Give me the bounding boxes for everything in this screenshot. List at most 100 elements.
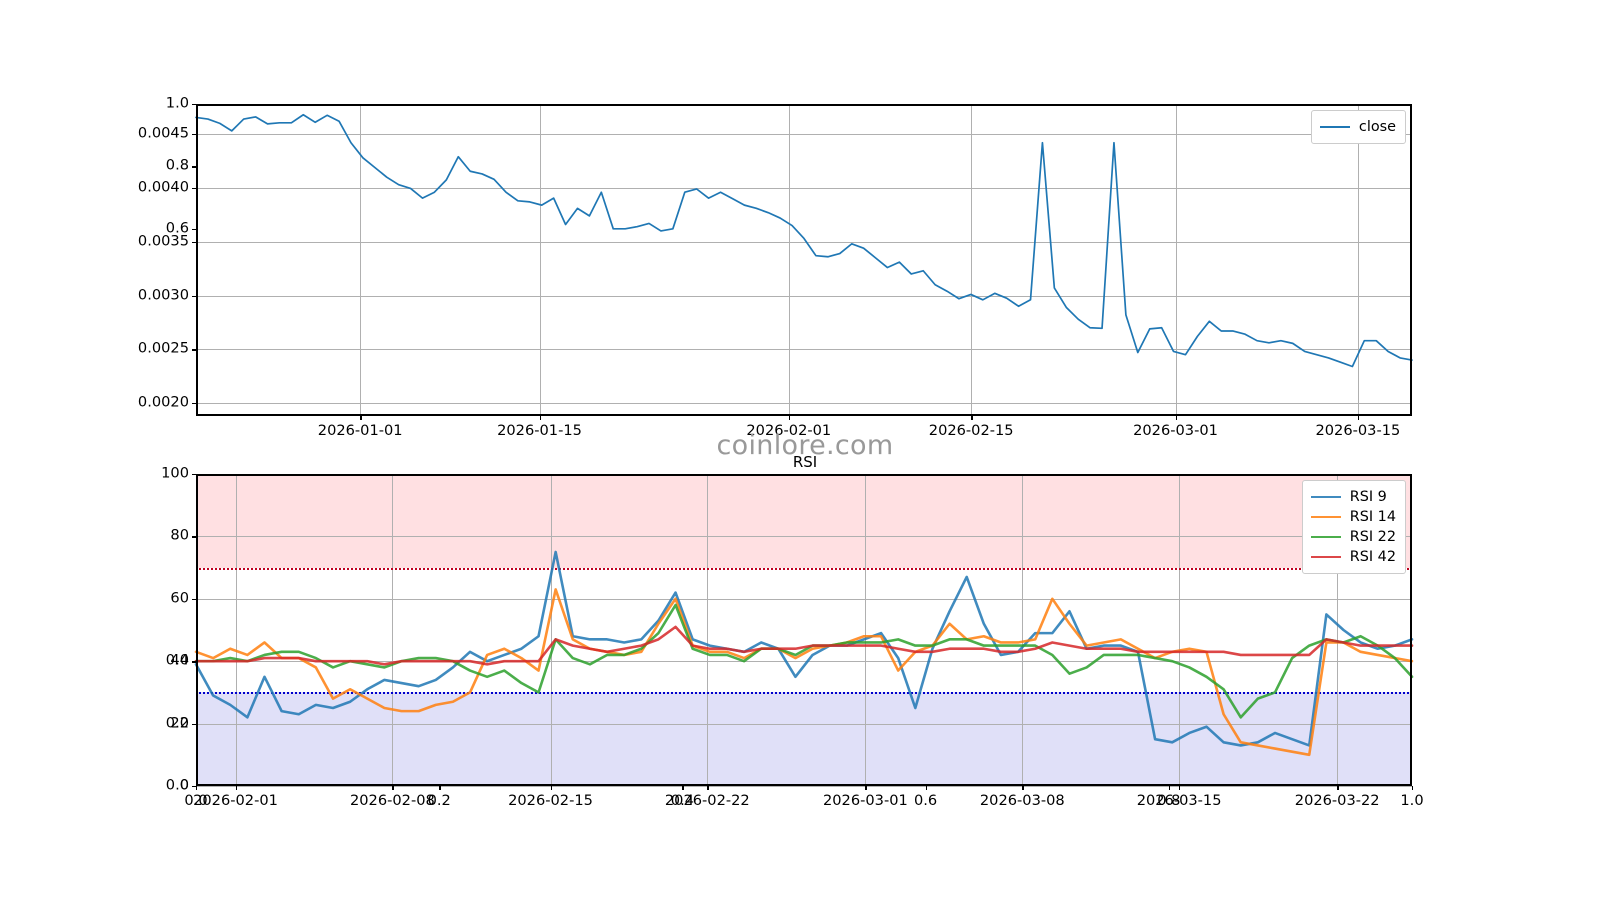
rsi-gridline-v bbox=[865, 474, 867, 786]
legend-label: RSI 42 bbox=[1349, 548, 1396, 565]
rsi-x-norm-tick-label: 1.0 bbox=[1400, 792, 1424, 809]
price-x-tick-mark bbox=[539, 416, 541, 420]
rsi-gridline-v bbox=[550, 474, 552, 786]
rsi-gridline-h bbox=[196, 661, 1412, 663]
price-y-tick-label: 0.0030 bbox=[137, 286, 189, 304]
rsi-gridline-v bbox=[392, 474, 394, 786]
rsi-y-tick-label: 20 bbox=[170, 714, 189, 732]
price-gridline-v bbox=[1175, 104, 1177, 416]
rsi-overbought-band bbox=[196, 474, 1412, 568]
rsi-oversold-band bbox=[196, 692, 1412, 786]
price-gridline-h bbox=[196, 241, 1412, 243]
price-gridline-h bbox=[196, 403, 1412, 405]
rsi-x-norm-tick-mark bbox=[1168, 786, 1171, 790]
price-y-tick-mark bbox=[192, 403, 196, 405]
rsi-y-tick-label: 40 bbox=[170, 651, 189, 669]
price-gridline-h bbox=[196, 295, 1412, 297]
rsi-x-tick-label: 2026-03-15 bbox=[1136, 792, 1222, 809]
rsi-x-norm-tick-mark bbox=[439, 786, 441, 790]
rsi-y-tick-label: 0 bbox=[179, 776, 189, 794]
price-x-tick-mark bbox=[1175, 416, 1177, 420]
price-y-norm-tick-mark bbox=[192, 104, 196, 106]
legend-swatch-rsi-9-icon bbox=[1310, 496, 1341, 498]
price-y-tick-label: 0.0020 bbox=[137, 393, 189, 411]
rsi-x-tick-mark bbox=[550, 786, 552, 790]
price-y-tick-label: 0.0040 bbox=[137, 178, 189, 196]
price-gridline-v bbox=[788, 104, 790, 416]
price-y-tick-label: 0.0035 bbox=[137, 232, 189, 250]
rsi-y-norm-tick-mark bbox=[192, 786, 196, 788]
price-y-tick-mark bbox=[192, 349, 196, 351]
rsi-x-tick-mark bbox=[1337, 786, 1339, 790]
rsi-y-norm-tick-label: 0.2 bbox=[165, 714, 189, 732]
rsi-y-tick-label: 80 bbox=[170, 527, 189, 545]
rsi-gridline-v bbox=[235, 474, 237, 786]
price-x-tick-mark bbox=[788, 416, 791, 420]
rsi-y-norm-tick-label: 0.4 bbox=[165, 651, 189, 669]
legend-swatch-rsi-14-icon bbox=[1310, 516, 1341, 518]
price-y-tick-mark bbox=[192, 187, 196, 190]
rsi-x-tick-label: 2026-03-22 bbox=[1294, 792, 1380, 809]
rsi-x-norm-tick-label: 0.4 bbox=[670, 792, 694, 809]
rsi-x-norm-tick-mark bbox=[682, 786, 684, 790]
rsi-x-tick-label: 2026-03-01 bbox=[822, 792, 908, 809]
price-x-tick-label: 2026-03-15 bbox=[1315, 422, 1401, 439]
rsi-x-tick-mark bbox=[392, 786, 394, 790]
price-y-norm-tick-label: 0.6 bbox=[165, 219, 189, 237]
rsi-x-tick-mark bbox=[235, 786, 237, 790]
rsi-x-norm-tick-label: 0.0 bbox=[184, 792, 208, 809]
legend-row: RSI 42 bbox=[1310, 547, 1396, 567]
rsi-gridline-h bbox=[196, 723, 1412, 725]
price-x-tick-label: 2026-01-01 bbox=[317, 422, 403, 439]
legend-swatch-close-icon bbox=[1319, 126, 1350, 128]
rsi-overbought-line bbox=[196, 567, 1412, 570]
price-y-tick-label: 0.0045 bbox=[137, 124, 189, 142]
price-y-norm-tick-mark bbox=[192, 166, 196, 168]
price-gridline-v bbox=[360, 104, 362, 416]
rsi-gridline-h bbox=[196, 786, 1412, 787]
price-legend[interactable]: close bbox=[1310, 110, 1406, 144]
rsi-axis-spine-bottom bbox=[196, 784, 1412, 786]
price-x-tick-label: 2026-02-01 bbox=[746, 422, 832, 439]
rsi-gridline-v bbox=[707, 474, 709, 786]
rsi-gridline-h bbox=[196, 598, 1412, 600]
price-x-tick-mark bbox=[1357, 416, 1360, 420]
rsi-gridline-v bbox=[1179, 474, 1181, 786]
rsi-x-tick-mark bbox=[1022, 786, 1024, 790]
price-gridline-v bbox=[971, 104, 973, 416]
price-y-tick-mark bbox=[192, 295, 196, 297]
rsi-x-tick-label: 2026-02-01 bbox=[193, 792, 278, 809]
rsi-x-tick-mark bbox=[865, 786, 867, 790]
rsi-y-tick-mark bbox=[192, 474, 196, 476]
rsi-y-tick-mark bbox=[192, 536, 196, 538]
legend-row: RSI 22 bbox=[1310, 527, 1396, 547]
price-x-tick-mark bbox=[971, 416, 973, 420]
rsi-panel-title: RSI bbox=[792, 453, 818, 471]
price-y-norm-tick-label: 1.0 bbox=[165, 94, 189, 112]
rsi-legend[interactable]: RSI 9 RSI 14 RSI 22 RSI 42 bbox=[1301, 480, 1406, 574]
price-chart-axes: 0.0020 0.0025 0.0030 0.0035 0.0040 0.0045 0.6… bbox=[138, 96, 1413, 438]
legend-row: close bbox=[1319, 117, 1396, 137]
rsi-x-norm-tick-label: 0.8 bbox=[1157, 792, 1181, 809]
legend-label: RSI 14 bbox=[1349, 508, 1396, 525]
price-axis-spine-bottom bbox=[196, 414, 1412, 416]
price-plot-background bbox=[196, 104, 1412, 416]
price-x-tick-label: 2026-03-01 bbox=[1133, 422, 1218, 439]
rsi-x-tick-mark bbox=[1179, 786, 1181, 790]
rsi-y-norm-tick-mark bbox=[192, 661, 196, 663]
price-axis-spine-right bbox=[1410, 104, 1412, 416]
legend-label: RSI 9 bbox=[1349, 488, 1387, 505]
rsi-x-norm-tick-mark bbox=[196, 786, 198, 790]
price-x-tick-label: 2026-01-15 bbox=[497, 422, 582, 439]
price-y-tick-mark bbox=[192, 241, 196, 244]
price-y-tick-mark bbox=[192, 134, 196, 136]
rsi-gridline-v bbox=[1022, 474, 1024, 786]
legend-label: close bbox=[1358, 118, 1396, 135]
rsi-x-tick-mark bbox=[707, 786, 709, 790]
price-y-norm-tick-label: 0.8 bbox=[165, 157, 189, 175]
rsi-y-norm-tick-mark bbox=[192, 723, 196, 725]
price-axis-spine-left bbox=[196, 104, 198, 416]
rsi-x-tick-label: 2026-02-08 bbox=[349, 792, 435, 809]
rsi-chart-axes: 0 20 40 60 80 100 0.0 0.2 0.4 2026-02-01 2026-02… bbox=[161, 466, 1423, 808]
